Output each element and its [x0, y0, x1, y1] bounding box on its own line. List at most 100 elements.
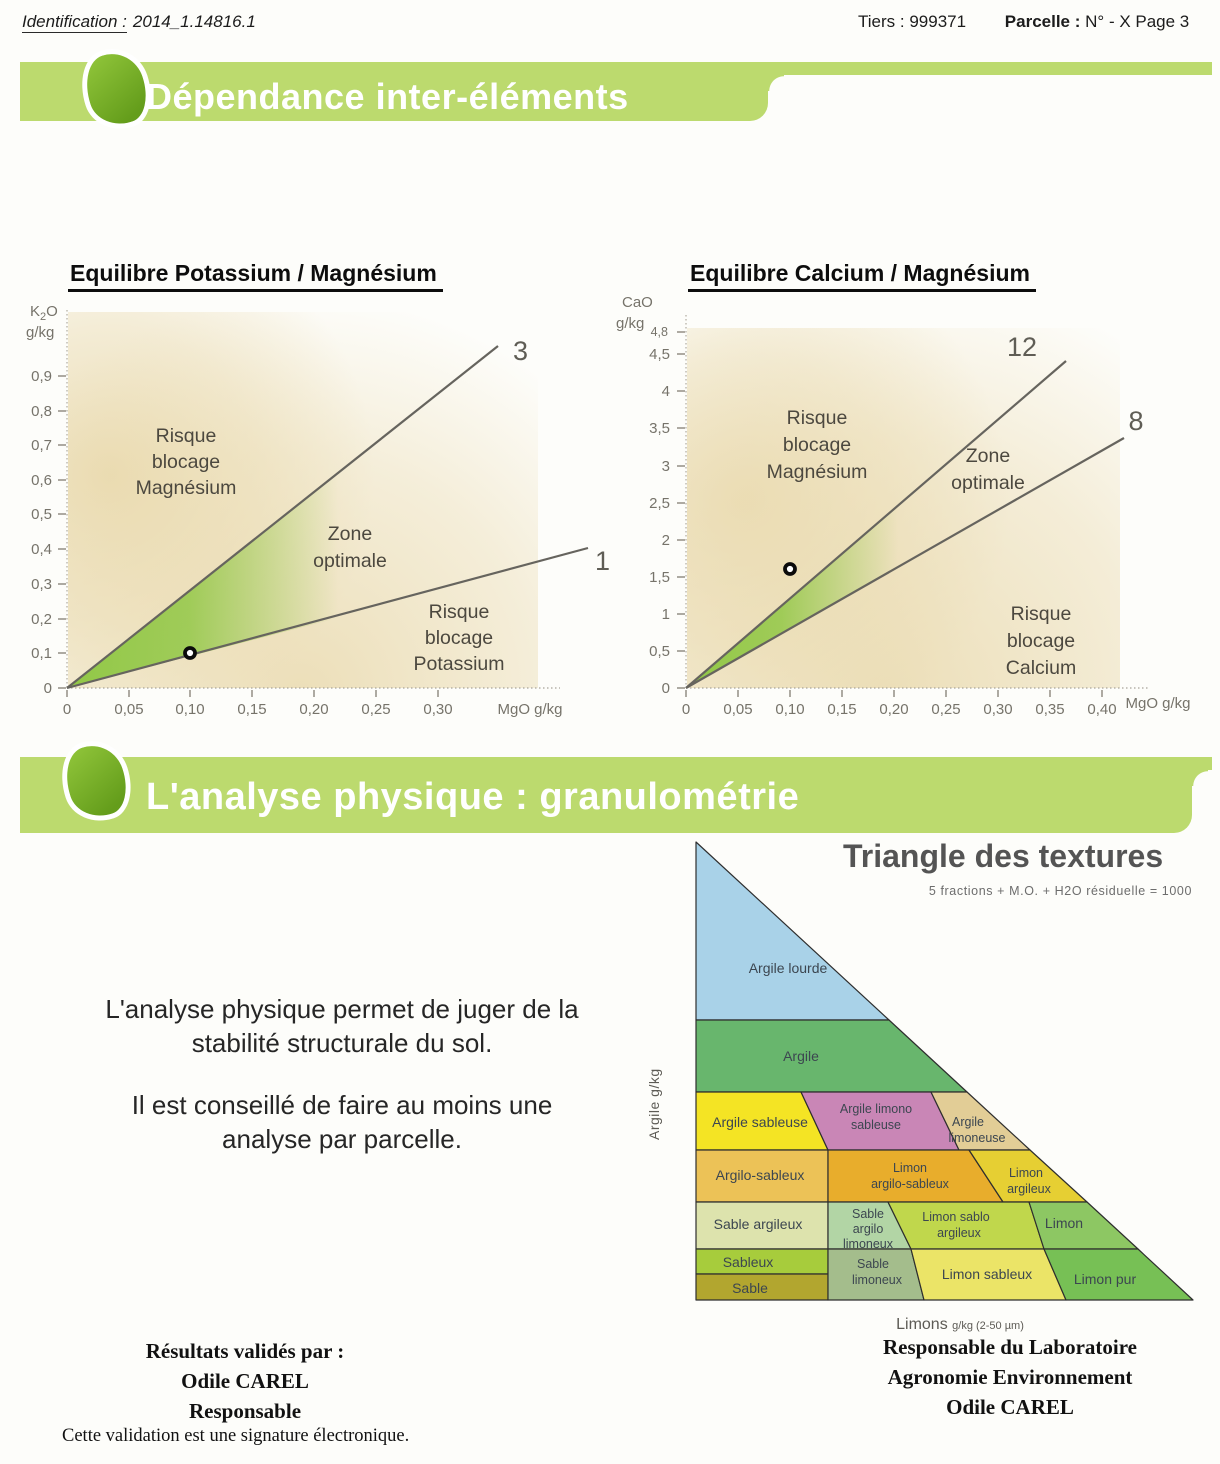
svg-text:0,05: 0,05: [114, 701, 143, 718]
validation-right: Responsable du Laboratoire Agronomie Env…: [810, 1332, 1210, 1422]
chart2-ylabel-unit: g/kg: [616, 315, 644, 332]
chart1-ratio1-line: [66, 546, 589, 690]
svg-text:0,4: 0,4: [31, 541, 52, 558]
banner2-corner-fillet: [1192, 770, 1208, 786]
parcelle-value: N° - X Page 3: [1085, 12, 1190, 31]
banner1-corner-fillet: [768, 75, 784, 91]
chart1-ylabel-unit: g/kg: [26, 324, 54, 341]
region-label: Argile limono sableuse: [840, 1102, 912, 1132]
region-label: Argile lourde: [749, 960, 828, 976]
chart1-xlabel: MgO g/kg: [497, 701, 562, 718]
svg-text:0,3: 0,3: [31, 576, 52, 593]
region-label: Limon argilo-sableux: [871, 1161, 950, 1191]
validation-line: Responsable du Laboratoire: [883, 1335, 1137, 1359]
chart2-region-risque-calcium: Risque blocage Calcium: [1006, 603, 1076, 679]
region-label: Limon sableux: [942, 1266, 1032, 1282]
chart1-region-risque-potassium: Risque blocage Potassium: [413, 601, 504, 675]
tiers-value: 999371: [909, 12, 967, 31]
equilibre-charts: 0 0,1 0,2 0,3 0,4 0,5 0,6 0,7 0,8 0,9 K2…: [26, 294, 1191, 718]
validation-line: Résultats validés par :: [145, 1339, 345, 1363]
svg-text:0,30: 0,30: [983, 701, 1012, 718]
chart2-x-tickmarks: [685, 690, 1103, 697]
physique-text: L'analyse physique permet de juger de la…: [42, 992, 642, 1156]
chart1-title: Equilibre Potassium / Magnésium: [68, 260, 443, 292]
chart2-x-ticklabels: 0 0,05 0,10 0,15 0,20 0,25 0,30 0,35 0,4…: [682, 701, 1117, 718]
svg-text:0,25: 0,25: [931, 701, 960, 718]
validation-line: Odile CAREL: [946, 1395, 1074, 1419]
svg-text:1,5: 1,5: [649, 569, 670, 586]
identification-header: Identification : 2014_1.14816.1: [22, 12, 256, 33]
region-label: Sable argilo limoneux: [843, 1207, 894, 1251]
chart2-ratio12-label: 12: [1007, 332, 1037, 362]
limons-unit: g/kg (2-50 µm): [952, 1320, 1024, 1332]
svg-text:0,15: 0,15: [827, 701, 856, 718]
svg-text:0,2: 0,2: [31, 611, 52, 628]
svg-text:0,8: 0,8: [31, 403, 52, 420]
svg-text:0,10: 0,10: [175, 701, 204, 718]
svg-text:0,25: 0,25: [361, 701, 390, 718]
svg-text:0,20: 0,20: [879, 701, 908, 718]
svg-text:2,5: 2,5: [649, 495, 670, 512]
svg-text:0,5: 0,5: [31, 506, 52, 523]
limons-label: Limons: [896, 1316, 948, 1333]
chart2-ratio8-line: [685, 437, 1125, 689]
chart2-title: Equilibre Calcium / Magnésium: [688, 260, 1036, 292]
svg-text:0,30: 0,30: [423, 701, 452, 718]
chart2-y-ticklabels: 0 0,5 1 1,5 2 2,5 3 3,5 4 4,5 4,8: [649, 325, 670, 697]
svg-text:0: 0: [44, 680, 52, 697]
svg-text:0,6: 0,6: [31, 472, 52, 489]
chart2-sample-point: [783, 562, 797, 576]
svg-text:0,9: 0,9: [31, 368, 52, 385]
chart1-x-ticklabels: 0 0,05 0,10 0,15 0,20 0,25 0,30: [63, 701, 453, 718]
tiers-parcelle-header: Tiers : 999371 Parcelle : N° - X Page 3: [858, 12, 1189, 32]
region-label: Argile sableuse: [712, 1114, 808, 1130]
chart2-ratio12-line: [685, 360, 1067, 689]
chart1-region-zone-optimale: Zone optimale: [313, 523, 387, 572]
validation-note: Cette validation est une signature élect…: [62, 1426, 410, 1446]
svg-text:0: 0: [682, 701, 690, 718]
validation-left: Résultats validés par : Odile CAREL Resp…: [60, 1336, 430, 1426]
chart2-xlabel: MgO g/kg: [1125, 695, 1190, 712]
chart1-y-tickmarks: [58, 375, 66, 689]
chart2-ratio8-label: 8: [1128, 406, 1143, 436]
identification-value: 2014_1.14816.1: [132, 12, 256, 31]
chart1-region-risque-magnesium: Risque blocage Magnésium: [136, 425, 237, 499]
banner1-title: Dépendance inter-éléments: [146, 76, 629, 117]
texture-triangle: Argile lourde Argile Argile sableuse Arg…: [695, 841, 1194, 1301]
region-label: Limon pur: [1074, 1271, 1137, 1287]
svg-text:0,1: 0,1: [31, 645, 52, 662]
region-label: Argilo-sableux: [716, 1167, 805, 1183]
triangle-title: Triangle des textures: [843, 838, 1164, 874]
banner2: [20, 757, 1192, 833]
svg-text:2: 2: [662, 532, 670, 549]
region-label: Argile: [783, 1048, 819, 1064]
physique-line: analyse par parcelle.: [222, 1124, 462, 1154]
svg-text:0,05: 0,05: [723, 701, 752, 718]
svg-text:0,7: 0,7: [31, 437, 52, 454]
svg-text:0,20: 0,20: [299, 701, 328, 718]
region-argile: [695, 1019, 968, 1093]
chart1-ylabel: K2O: [30, 303, 58, 323]
physique-line: Il est conseillé de faire au moins une: [131, 1090, 553, 1120]
chart2-region-risque-magnesium: Risque blocage Magnésium: [767, 407, 868, 483]
svg-text:0,5: 0,5: [649, 643, 670, 660]
chart1-sample-point: [183, 646, 197, 660]
svg-text:4: 4: [662, 383, 670, 400]
chart1-y-ticklabels: 0 0,1 0,2 0,3 0,4 0,5 0,6 0,7 0,8 0,9: [31, 368, 52, 697]
validation-line: Odile CAREL: [181, 1369, 309, 1393]
region-label: Sable: [732, 1280, 768, 1296]
region-label: Sable argileux: [714, 1216, 803, 1232]
chart2-y-tickmarks: [677, 331, 685, 689]
svg-text:0,40: 0,40: [1087, 701, 1116, 718]
svg-text:0,35: 0,35: [1035, 701, 1064, 718]
region-argile-lourde: [695, 841, 890, 1021]
triangle-x-axis-label: Limons g/kg (2-50 µm): [790, 1316, 1130, 1334]
svg-text:3: 3: [662, 458, 670, 475]
validation-line: Responsable: [188, 1399, 302, 1423]
chart2-region-zone-optimale: Zone optimale: [951, 445, 1025, 494]
chart2-ylabel: CaO: [622, 294, 653, 311]
region-limon-pur: [1043, 1248, 1194, 1301]
parcelle-label: Parcelle :: [1004, 12, 1081, 31]
triangle-y-axis-label: Argile g/kg: [646, 1068, 662, 1140]
